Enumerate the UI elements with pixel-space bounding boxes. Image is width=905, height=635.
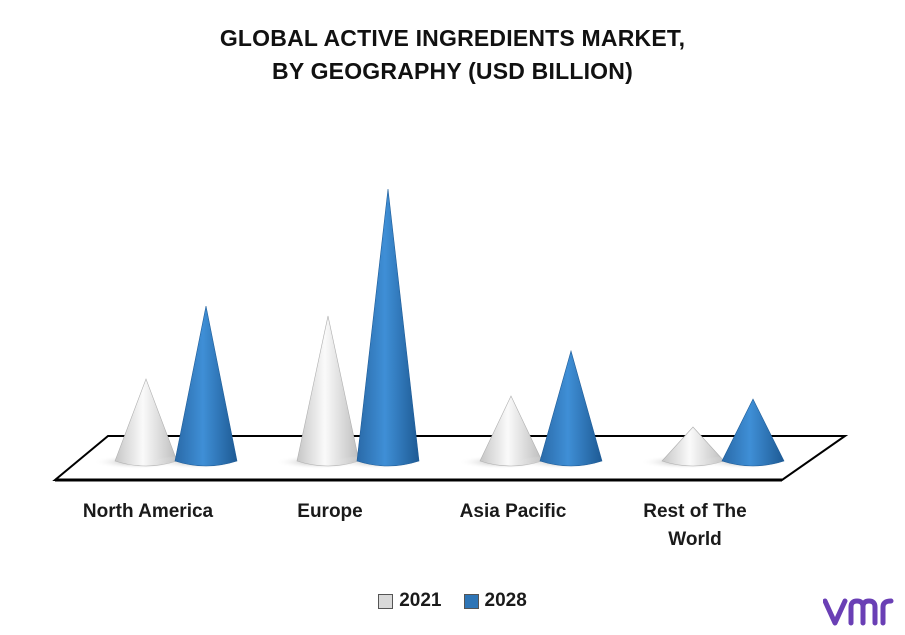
- cone-asia-pacific-2028: [539, 349, 603, 467]
- x-label-europe: Europe: [297, 501, 362, 522]
- legend: 2021 2028: [0, 590, 905, 612]
- cone-rest-of-the-world-2028: [721, 398, 785, 467]
- chart-marks: [93, 188, 786, 469]
- legend-swatch-2028: [463, 593, 479, 609]
- cone-europe-2021: [296, 315, 360, 467]
- legend-item-2021: 2021: [378, 590, 442, 612]
- chart-title: GLOBAL ACTIVE INGREDIENTS MARKET, BY GEO…: [0, 22, 905, 88]
- chart-title-line1: GLOBAL ACTIVE INGREDIENTS MARKET,: [219, 25, 686, 51]
- cone-asia-pacific-2021: [479, 395, 543, 467]
- vmr-logo: [823, 598, 894, 626]
- legend-item-2028: 2028: [463, 590, 527, 612]
- x-label-rest-of-the-world: Rest of The World: [643, 501, 746, 550]
- cone-europe-2028: [356, 188, 420, 467]
- cone-north-america-2021: [114, 378, 178, 467]
- legend-label-2028: 2028: [484, 590, 527, 611]
- legend-label-2021: 2021: [399, 590, 442, 611]
- cone-north-america-2028: [174, 305, 238, 467]
- x-axis-labels: North America Europe Asia Pacific Rest of T…: [83, 501, 747, 550]
- chart-title-line2: BY GEOGRAPHY (USD BILLION): [272, 58, 633, 84]
- x-label-north-america: North America: [83, 501, 214, 522]
- legend-swatch-2021: [378, 593, 394, 609]
- x-label-asia-pacific: Asia Pacific: [460, 501, 567, 522]
